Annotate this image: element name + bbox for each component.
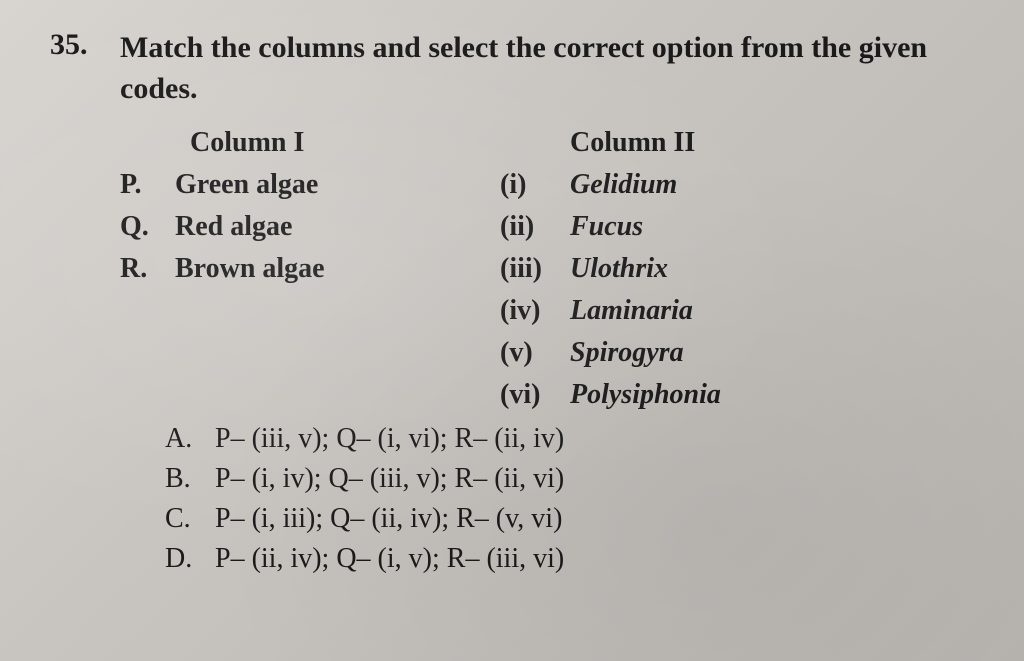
right-text: Laminaria: [570, 295, 693, 327]
right-text: Ulothrix: [570, 253, 668, 285]
right-label: (iv): [500, 295, 570, 327]
match-row: (iv) Laminaria: [120, 295, 974, 327]
option-b: B. P– (i, iv); Q– (iii, v); R– (ii, vi): [165, 463, 974, 495]
left-text: Green algae: [175, 169, 318, 201]
left-item-p: P. Green algae: [120, 169, 500, 201]
option-label: C.: [165, 503, 215, 535]
option-text: P– (i, iii); Q– (ii, iv); R– (v, vi): [215, 503, 562, 535]
right-item-i: (i) Gelidium: [500, 169, 677, 201]
right-text: Gelidium: [570, 169, 677, 201]
right-label: (ii): [500, 211, 570, 243]
column-2-header: Column II: [500, 127, 695, 159]
option-label: B.: [165, 463, 215, 495]
option-label: A.: [165, 423, 215, 455]
match-row: Q. Red algae (ii) Fucus: [120, 211, 974, 243]
option-text: P– (iii, v); Q– (i, vi); R– (ii, iv): [215, 423, 564, 455]
option-d: D. P– (ii, iv); Q– (i, v); R– (iii, vi): [165, 543, 974, 575]
left-text: Brown algae: [175, 253, 325, 285]
match-row: R. Brown algae (iii) Ulothrix: [120, 253, 974, 285]
option-text: P– (ii, iv); Q– (i, v); R– (iii, vi): [215, 543, 564, 575]
left-item-q: Q. Red algae: [120, 211, 500, 243]
right-item-iv: (iv) Laminaria: [500, 295, 693, 327]
left-label: Q.: [120, 211, 175, 243]
left-label: R.: [120, 253, 175, 285]
left-item-empty: [120, 379, 500, 411]
option-a: A. P– (iii, v); Q– (i, vi); R– (ii, iv): [165, 423, 974, 455]
right-text: Spirogyra: [570, 337, 684, 369]
column-headers: Column I Column II: [120, 127, 974, 159]
question-row: 35. Match the columns and select the cor…: [50, 28, 974, 109]
match-row: P. Green algae (i) Gelidium: [120, 169, 974, 201]
options-area: A. P– (iii, v); Q– (i, vi); R– (ii, iv) …: [165, 423, 974, 575]
option-text: P– (i, iv); Q– (iii, v); R– (ii, vi): [215, 463, 564, 495]
left-label: P.: [120, 169, 175, 201]
columns-area: Column I Column II P. Green algae (i) Ge…: [120, 127, 974, 411]
question-number: 35.: [50, 28, 120, 62]
match-row: (v) Spirogyra: [120, 337, 974, 369]
left-item-r: R. Brown algae: [120, 253, 500, 285]
column-1-header: Column I: [120, 127, 500, 159]
left-item-empty: [120, 337, 500, 369]
right-item-ii: (ii) Fucus: [500, 211, 643, 243]
right-item-iii: (iii) Ulothrix: [500, 253, 668, 285]
right-item-v: (v) Spirogyra: [500, 337, 684, 369]
match-row: (vi) Polysiphonia: [120, 379, 974, 411]
right-label: (i): [500, 169, 570, 201]
left-item-empty: [120, 295, 500, 327]
option-label: D.: [165, 543, 215, 575]
right-label: (vi): [500, 379, 570, 411]
right-text: Polysiphonia: [570, 379, 721, 411]
question-text: Match the columns and select the correct…: [120, 28, 974, 109]
right-label: (v): [500, 337, 570, 369]
right-item-vi: (vi) Polysiphonia: [500, 379, 721, 411]
right-text: Fucus: [570, 211, 643, 243]
left-text: Red algae: [175, 211, 292, 243]
option-c: C. P– (i, iii); Q– (ii, iv); R– (v, vi): [165, 503, 974, 535]
right-label: (iii): [500, 253, 570, 285]
